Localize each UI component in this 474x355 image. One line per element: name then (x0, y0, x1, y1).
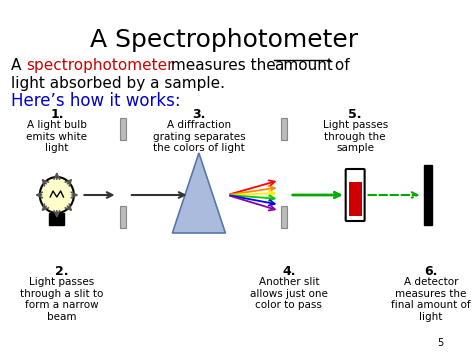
Circle shape (40, 177, 74, 213)
Bar (49, 213, 64, 225)
Text: A detector
measures the
final amount of
light: A detector measures the final amount of … (391, 277, 471, 322)
Text: 2.: 2. (55, 265, 68, 278)
Text: measures the: measures the (165, 58, 280, 73)
Text: 5: 5 (437, 338, 443, 348)
Text: A light bulb
emits white
light: A light bulb emits white light (27, 120, 87, 153)
Polygon shape (173, 153, 226, 233)
Bar (120, 206, 126, 228)
Bar (281, 118, 287, 140)
Text: 6.: 6. (424, 265, 438, 278)
Text: light absorbed by a sample.: light absorbed by a sample. (11, 76, 225, 91)
Text: A Spectrophotometer: A Spectrophotometer (91, 28, 358, 52)
Text: Another slit
allows just one
color to pass: Another slit allows just one color to pa… (250, 277, 328, 310)
Text: Here’s how it works:: Here’s how it works: (11, 92, 181, 110)
Bar (424, 165, 432, 225)
Text: 1.: 1. (50, 108, 64, 121)
Text: spectrophotometer: spectrophotometer (26, 58, 173, 73)
Bar (281, 206, 287, 228)
Text: Light passes
through the
sample: Light passes through the sample (322, 120, 388, 153)
Text: A: A (11, 58, 27, 73)
Bar (120, 118, 126, 140)
Text: 5.: 5. (348, 108, 362, 121)
Text: 4.: 4. (282, 265, 296, 278)
Text: amount: amount (274, 58, 333, 73)
Text: Light passes
through a slit to
form a narrow
beam: Light passes through a slit to form a na… (20, 277, 103, 322)
Text: of: of (330, 58, 349, 73)
Text: A diffraction
grating separates
the colors of light: A diffraction grating separates the colo… (153, 120, 245, 153)
Bar (348, 182, 362, 216)
Text: 3.: 3. (192, 108, 206, 121)
